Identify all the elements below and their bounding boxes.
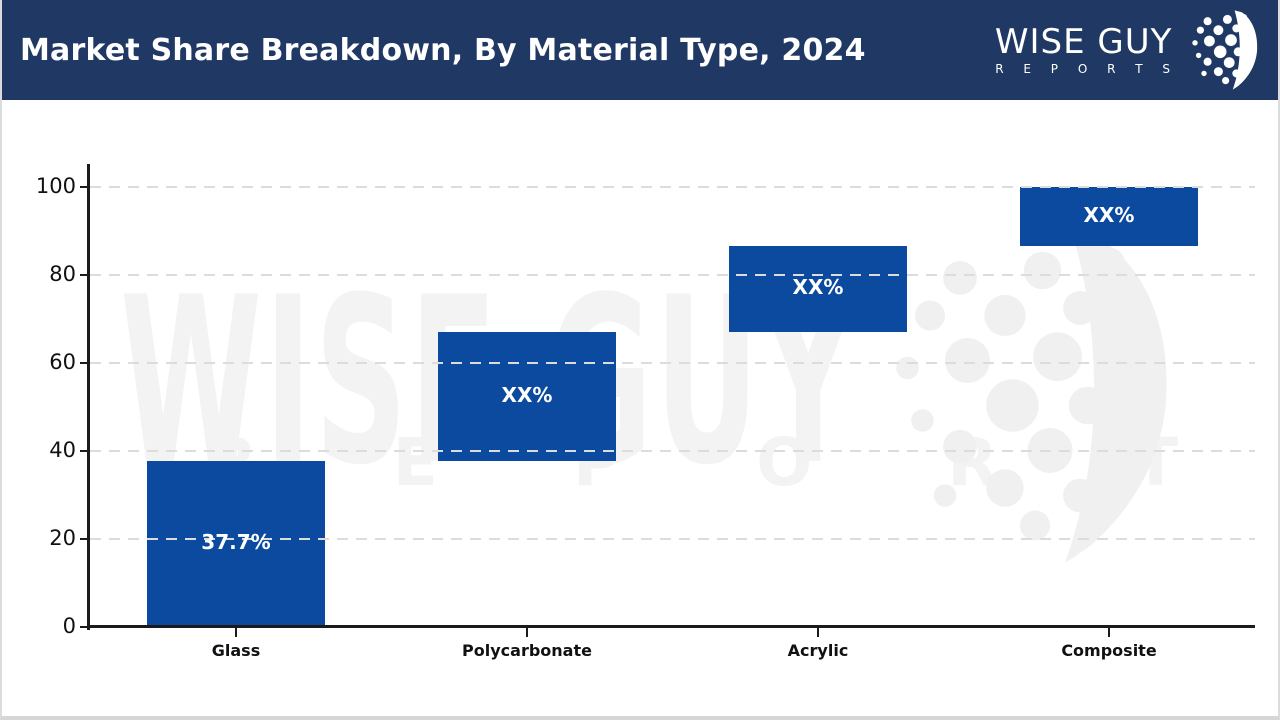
gridline (90, 538, 1255, 540)
y-axis-tick-label: 0 (62, 614, 76, 638)
bar-value-label: XX% (1083, 203, 1135, 227)
y-axis-tick (80, 274, 90, 276)
y-axis-tick (80, 186, 90, 188)
y-axis-tick-label: 40 (49, 438, 76, 462)
gridline (90, 186, 1255, 188)
x-axis-tick (235, 628, 237, 637)
y-axis-tick (80, 362, 90, 364)
bar-acrylic (729, 246, 907, 333)
brand-logo-text: WISE GUY R E P O R T S (989, 25, 1178, 75)
bar-value-label: 37.7% (201, 530, 271, 554)
bar-composite (1020, 187, 1198, 247)
gridline (90, 274, 1255, 276)
y-axis-tick (80, 538, 90, 540)
x-axis-label: Polycarbonate (462, 641, 592, 660)
y-axis-line (87, 164, 90, 630)
x-axis-tick (1108, 628, 1110, 637)
y-axis-tick-label: 20 (49, 526, 76, 550)
logo-subtext: R E P O R T S (995, 62, 1178, 76)
x-axis-tick (526, 628, 528, 637)
x-axis-label: Glass (211, 641, 261, 660)
brand-logo: WISE GUY R E P O R T S (989, 10, 1258, 90)
header-banner: Market Share Breakdown, By Material Type… (2, 0, 1278, 100)
gridline (90, 362, 1255, 364)
y-axis-tick (80, 626, 90, 628)
watermark-face-icon (896, 233, 1167, 563)
x-axis-tick (817, 628, 819, 637)
bar-value-label: XX% (501, 383, 553, 407)
y-axis-tick (80, 450, 90, 452)
y-axis-tick-label: 100 (35, 174, 76, 198)
page-title: Market Share Breakdown, By Material Type… (20, 32, 866, 68)
x-axis-label: Acrylic (787, 641, 849, 660)
bar-value-label: XX% (792, 275, 844, 299)
bar-polycarbonate (438, 332, 616, 462)
logo-wordmark: WISE GUY (994, 22, 1173, 62)
gridline (90, 450, 1255, 452)
bar-glass (147, 461, 325, 627)
x-axis-line (87, 625, 1255, 628)
x-axis-label: Composite (1061, 641, 1157, 660)
logo-face-icon (1192, 10, 1258, 90)
y-axis-tick-label: 80 (49, 262, 76, 286)
y-axis-tick-label: 60 (49, 350, 76, 374)
